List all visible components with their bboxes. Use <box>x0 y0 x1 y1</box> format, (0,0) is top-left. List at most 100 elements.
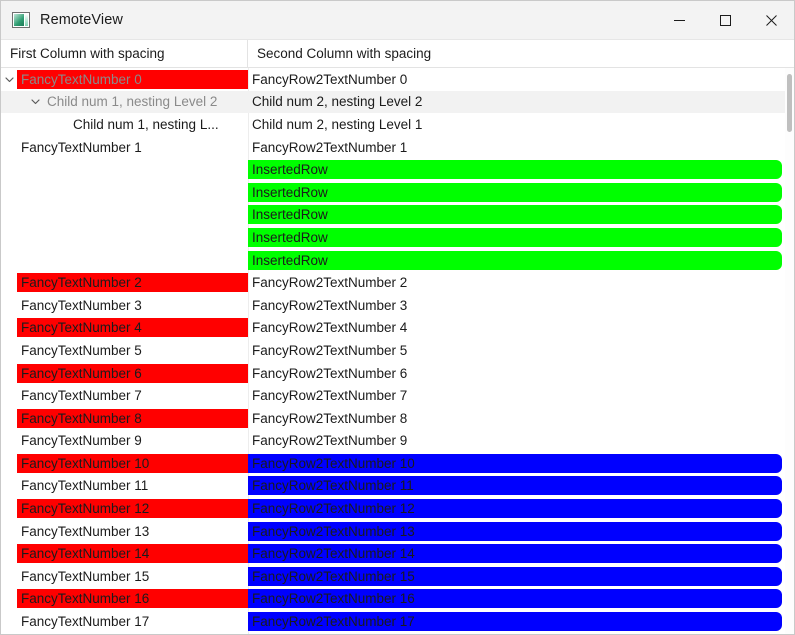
cell-second-column[interactable]: FancyRow2TextNumber 1 <box>248 136 794 159</box>
cell-second-column[interactable]: FancyRow2TextNumber 11 <box>248 475 794 498</box>
table-row[interactable]: InsertedRow <box>1 158 794 181</box>
cell-second-column[interactable]: FancyRow2TextNumber 13 <box>248 520 794 543</box>
cell-second-column[interactable]: FancyRow2TextNumber 16 <box>248 588 794 611</box>
cell-second-column[interactable]: FancyRow2TextNumber 3 <box>248 294 794 317</box>
cell-second-column[interactable]: FancyRow2TextNumber 8 <box>248 407 794 430</box>
cell-second-column[interactable]: InsertedRow <box>248 181 794 204</box>
second-column-pill: Child num 2, nesting Level 2 <box>248 92 794 111</box>
cell-second-column[interactable]: InsertedRow <box>248 249 794 272</box>
cell-first-column[interactable]: FancyTextNumber 16 <box>1 588 248 611</box>
first-column-pill: FancyTextNumber 13 <box>17 522 248 541</box>
cell-first-column[interactable]: Child num 1, nesting L... <box>1 113 248 136</box>
column-header-first[interactable]: First Column with spacing <box>1 40 248 67</box>
cell-first-column[interactable]: FancyTextNumber 18 <box>1 633 248 634</box>
cell-second-column[interactable]: FancyRow2TextNumber 15 <box>248 565 794 588</box>
second-column-label: FancyRow2TextNumber 17 <box>252 614 415 630</box>
cell-second-column[interactable]: Child num 2, nesting Level 2 <box>248 91 794 114</box>
table-row[interactable]: FancyTextNumber 18FancyRow2TextNumber 18 <box>1 633 794 634</box>
cell-first-column[interactable]: FancyTextNumber 7 <box>1 384 248 407</box>
cell-first-column[interactable]: FancyTextNumber 12 <box>1 497 248 520</box>
cell-first-column[interactable]: FancyTextNumber 17 <box>1 610 248 633</box>
cell-first-column[interactable]: FancyTextNumber 15 <box>1 565 248 588</box>
cell-second-column[interactable]: InsertedRow <box>248 226 794 249</box>
table-row[interactable]: FancyTextNumber 11 FancyRow2TextNumber 11 <box>1 475 794 498</box>
table-row[interactable]: FancyTextNumber 0 FancyRow2TextNumber 0 <box>1 68 794 91</box>
first-column-pill: FancyTextNumber 9 <box>17 431 248 450</box>
cell-first-column[interactable] <box>1 226 248 249</box>
cell-second-column[interactable]: FancyRow2TextNumber 14 <box>248 542 794 565</box>
table-row[interactable]: InsertedRow <box>1 249 794 272</box>
table-row[interactable]: FancyTextNumber 3 FancyRow2TextNumber 3 <box>1 294 794 317</box>
first-column-pill <box>17 183 248 202</box>
cell-first-column[interactable]: FancyTextNumber 6 <box>1 362 248 385</box>
cell-first-column[interactable]: FancyTextNumber 3 <box>1 294 248 317</box>
table-row[interactable]: FancyTextNumber 17 FancyRow2TextNumber 17 <box>1 610 794 633</box>
column-header-second[interactable]: Second Column with spacing <box>257 46 432 61</box>
title-bar[interactable]: RemoteView <box>1 1 794 40</box>
second-column-pill: FancyRow2TextNumber 7 <box>248 386 794 405</box>
cell-second-column[interactable]: FancyRow2TextNumber 6 <box>248 362 794 385</box>
chevron-down-icon[interactable] <box>27 91 43 114</box>
close-button[interactable] <box>748 1 794 39</box>
chevron-down-icon[interactable] <box>1 68 17 91</box>
cell-second-column[interactable]: InsertedRow <box>248 158 794 181</box>
cell-second-column[interactable]: FancyRow2TextNumber 0 <box>248 68 794 91</box>
cell-second-column[interactable]: FancyRow2TextNumber 2 <box>248 271 794 294</box>
cell-first-column[interactable]: FancyTextNumber 14 <box>1 542 248 565</box>
cell-first-column[interactable]: FancyTextNumber 5 <box>1 339 248 362</box>
table-row[interactable]: FancyTextNumber 13 FancyRow2TextNumber 13 <box>1 520 794 543</box>
first-column-pill: Child num 1, nesting L... <box>69 115 248 134</box>
indent-spacer <box>1 113 53 136</box>
vertical-scrollbar[interactable] <box>785 68 794 634</box>
table-row[interactable]: FancyTextNumber 15 FancyRow2TextNumber 15 <box>1 565 794 588</box>
table-row[interactable]: FancyTextNumber 2 FancyRow2TextNumber 2 <box>1 271 794 294</box>
cell-first-column[interactable]: FancyTextNumber 1 <box>1 136 248 159</box>
cell-first-column[interactable] <box>1 181 248 204</box>
cell-second-column[interactable]: FancyRow2TextNumber 9 <box>248 430 794 453</box>
app-icon-bar <box>25 14 28 26</box>
table-row[interactable]: FancyTextNumber 9 FancyRow2TextNumber 9 <box>1 430 794 453</box>
table-row[interactable]: FancyTextNumber 4 FancyRow2TextNumber 4 <box>1 317 794 340</box>
table-row[interactable]: InsertedRow <box>1 204 794 227</box>
table-row[interactable]: FancyTextNumber 12 FancyRow2TextNumber 12 <box>1 497 794 520</box>
cell-first-column[interactable]: FancyTextNumber 10 <box>1 452 248 475</box>
second-column-label: FancyRow2TextNumber 9 <box>252 433 408 449</box>
cell-second-column[interactable]: FancyRow2TextNumber 10 <box>248 452 794 475</box>
cell-first-column[interactable]: FancyTextNumber 13 <box>1 520 248 543</box>
cell-first-column[interactable]: FancyTextNumber 11 <box>1 475 248 498</box>
cell-first-column[interactable]: FancyTextNumber 8 <box>1 407 248 430</box>
cell-first-column[interactable]: FancyTextNumber 0 <box>1 68 248 91</box>
table-row[interactable]: Child num 1, nesting L... Child num 2, ne… <box>1 113 794 136</box>
cell-second-column[interactable]: FancyRow2TextNumber 17 <box>248 610 794 633</box>
cell-first-column[interactable]: FancyTextNumber 4 <box>1 317 248 340</box>
cell-first-column[interactable]: FancyTextNumber 2 <box>1 271 248 294</box>
vertical-scrollbar-thumb[interactable] <box>787 74 792 132</box>
table-row[interactable]: FancyTextNumber 1 FancyRow2TextNumber 1 <box>1 136 794 159</box>
cell-second-column[interactable]: FancyRow2TextNumber 18 <box>248 633 794 634</box>
minimize-button[interactable] <box>656 1 702 39</box>
table-row[interactable]: FancyTextNumber 6 FancyRow2TextNumber 6 <box>1 362 794 385</box>
table-row[interactable]: FancyTextNumber 16 FancyRow2TextNumber 16 <box>1 588 794 611</box>
first-column-pill: FancyTextNumber 7 <box>17 386 248 405</box>
cell-first-column[interactable] <box>1 158 248 181</box>
table-row[interactable]: InsertedRow <box>1 181 794 204</box>
cell-first-column[interactable]: Child num 1, nesting Level 2 <box>1 91 248 114</box>
table-row[interactable]: FancyTextNumber 10 FancyRow2TextNumber 10 <box>1 452 794 475</box>
table-row[interactable]: FancyTextNumber 14 FancyRow2TextNumber 14 <box>1 542 794 565</box>
table-row[interactable]: FancyTextNumber 5 FancyRow2TextNumber 5 <box>1 339 794 362</box>
table-row[interactable]: FancyTextNumber 8 FancyRow2TextNumber 8 <box>1 407 794 430</box>
cell-first-column[interactable]: FancyTextNumber 9 <box>1 430 248 453</box>
cell-second-column[interactable]: FancyRow2TextNumber 7 <box>248 384 794 407</box>
table-row[interactable]: FancyTextNumber 7 FancyRow2TextNumber 7 <box>1 384 794 407</box>
table-row[interactable]: InsertedRow <box>1 226 794 249</box>
cell-second-column[interactable]: FancyRow2TextNumber 4 <box>248 317 794 340</box>
maximize-button[interactable] <box>702 1 748 39</box>
cell-first-column[interactable] <box>1 249 248 272</box>
first-column-label: FancyTextNumber 8 <box>21 410 142 426</box>
cell-second-column[interactable]: FancyRow2TextNumber 5 <box>248 339 794 362</box>
cell-second-column[interactable]: Child num 2, nesting Level 1 <box>248 113 794 136</box>
cell-first-column[interactable] <box>1 204 248 227</box>
cell-second-column[interactable]: FancyRow2TextNumber 12 <box>248 497 794 520</box>
cell-second-column[interactable]: InsertedRow <box>248 204 794 227</box>
table-row[interactable]: Child num 1, nesting Level 2 Child num 2,… <box>1 90 794 114</box>
